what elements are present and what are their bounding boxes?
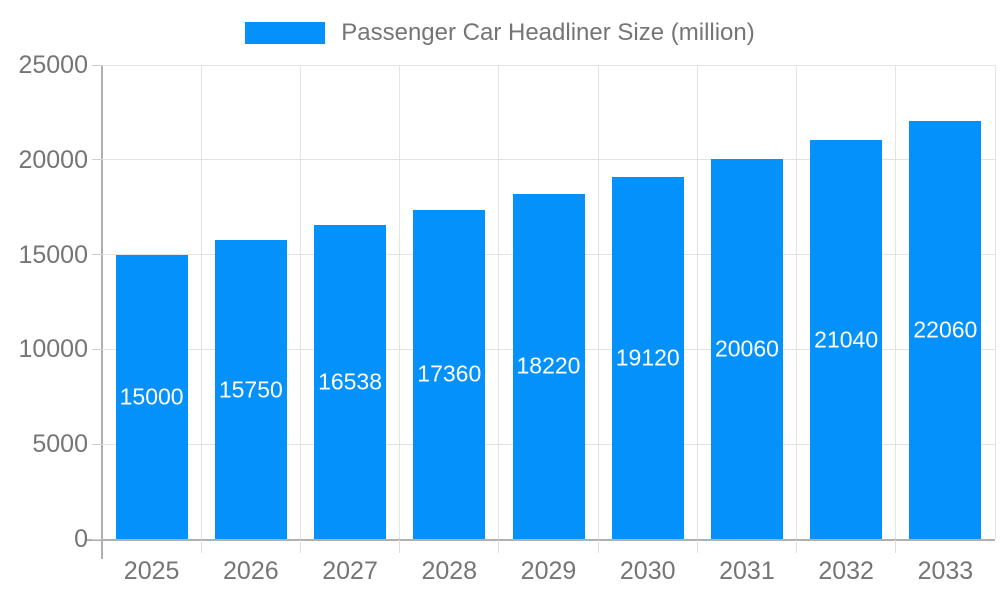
x-tick-label: 2029: [520, 557, 577, 585]
legend-label: Passenger Car Headliner Size (million): [341, 19, 755, 46]
x-tick-label: 2025: [123, 557, 180, 585]
y-axis-line: [101, 65, 103, 559]
x-tick-mark: [597, 540, 599, 553]
bar-2031[interactable]: 20060: [710, 158, 783, 539]
gridline-vertical: [200, 65, 202, 539]
legend-swatch: [245, 22, 326, 44]
x-tick-label: 2028: [421, 557, 478, 585]
y-tick-label: 25000: [18, 51, 88, 79]
x-tick-mark: [895, 540, 897, 553]
y-tick-label: 0: [74, 525, 88, 553]
x-tick-mark: [796, 540, 798, 553]
bar-2033[interactable]: 22060: [909, 120, 982, 539]
bar-2027[interactable]: 16538: [314, 225, 387, 539]
x-tick-label: 2026: [223, 557, 279, 585]
gridline-vertical: [498, 65, 500, 539]
gridline-vertical: [597, 65, 599, 539]
gridline-vertical: [994, 65, 996, 539]
x-tick-label: 2031: [719, 557, 775, 585]
gridline-vertical: [796, 65, 798, 539]
bar-value-label: 17360: [417, 360, 482, 387]
legend[interactable]: Passenger Car Headliner Size (million): [0, 18, 1000, 48]
y-tick-label: 10000: [18, 335, 88, 364]
gridline-vertical: [399, 65, 401, 539]
x-tick-mark: [200, 540, 202, 553]
x-tick-mark: [696, 540, 698, 553]
bar-value-label: 20060: [714, 335, 779, 362]
x-tick-mark: [498, 540, 500, 553]
plot-area: 15000 15750 16538 17360 18220 19120 20060 21040…: [102, 64, 996, 539]
y-tick-mark: [92, 159, 102, 161]
x-tick-mark: [399, 540, 401, 553]
x-tick-label: 2032: [818, 557, 874, 585]
bar-value-label: 16538: [318, 368, 383, 395]
bar-2030[interactable]: 19120: [611, 176, 684, 539]
x-axis-line: [86, 539, 995, 541]
x-tick-label: 2033: [917, 557, 974, 585]
gridline-vertical: [299, 65, 301, 539]
gridline-horizontal: [102, 159, 995, 161]
gridline-horizontal: [102, 64, 995, 66]
bar-2025[interactable]: 15000: [115, 254, 188, 539]
y-tick-mark: [92, 348, 102, 350]
bar-value-label: 15000: [119, 383, 184, 410]
y-tick-mark: [92, 538, 102, 540]
bar-2028[interactable]: 17360: [413, 209, 486, 539]
gridline-vertical: [696, 65, 698, 539]
bar-value-label: 22060: [913, 316, 978, 343]
bar-value-label: 21040: [814, 326, 879, 353]
y-tick-mark: [92, 443, 102, 445]
bar-value-label: 18220: [516, 352, 581, 379]
bar-2032[interactable]: 21040: [810, 140, 883, 539]
y-tick-label: 15000: [18, 240, 88, 269]
y-tick-mark: [92, 254, 102, 256]
bar-2029[interactable]: 18220: [512, 193, 585, 539]
x-tick-label: 2030: [619, 557, 676, 585]
x-tick-mark: [299, 540, 301, 553]
bar-value-label: 15750: [218, 376, 283, 403]
gridline-vertical: [895, 65, 897, 539]
y-tick-mark: [92, 64, 102, 66]
x-tick-label: 2027: [322, 557, 378, 585]
bar-value-label: 19120: [615, 344, 680, 371]
y-tick-label: 5000: [32, 430, 88, 459]
y-tick-label: 20000: [18, 145, 88, 174]
bar-2026[interactable]: 15750: [214, 240, 287, 539]
